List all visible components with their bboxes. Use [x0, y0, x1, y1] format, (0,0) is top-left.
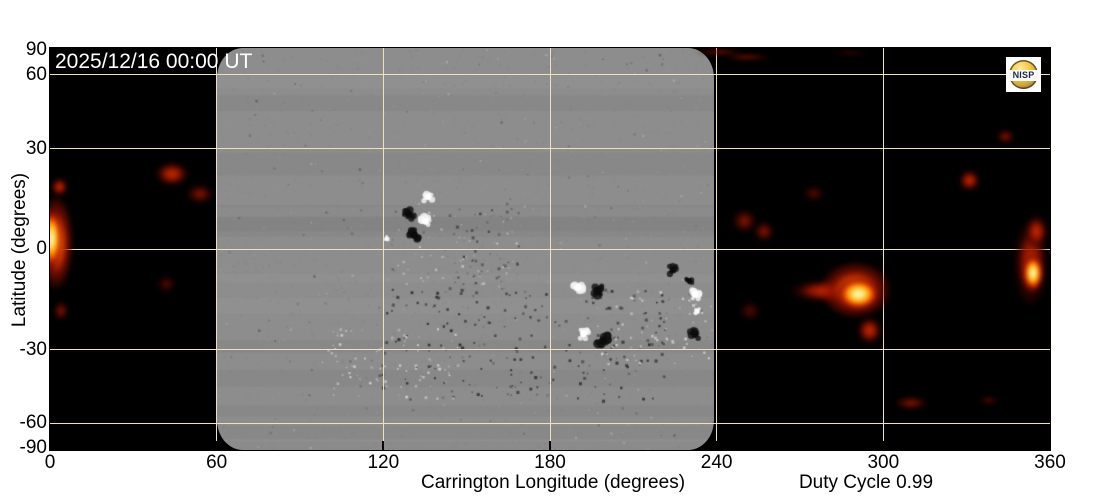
farside-activity-blob [979, 396, 999, 406]
farside-activity-layer [50, 48, 1050, 450]
y-tick-label: -60 [19, 412, 47, 434]
farside-activity-blob [802, 185, 825, 203]
farside-activity-blob [694, 49, 745, 55]
farside-activity-blob [894, 396, 928, 410]
x-tick-label: 360 [1034, 452, 1066, 473]
x-tick-label: 240 [700, 452, 733, 473]
grid-line-latitude [50, 148, 1050, 149]
x-tick-label: 120 [367, 452, 400, 473]
farside-activity-blob [186, 183, 214, 204]
grid-line-latitude [50, 74, 1050, 76]
plot-area: 2025/12/16 00:00 UT NISP [49, 47, 1051, 451]
farside-activity-blob [722, 54, 773, 60]
farside-activity-blob [995, 129, 1016, 144]
grid-line-latitude [50, 248, 1050, 250]
x-tick-mark [382, 441, 385, 450]
x-tick-label: 0 [44, 452, 56, 473]
farside-activity-blob [50, 176, 70, 197]
farside-activity-blob [1023, 214, 1049, 249]
farside-activity-blob [752, 221, 775, 242]
farside-activity-blob [738, 301, 762, 322]
nisp-sun-icon: NISP [1009, 60, 1038, 89]
farside-activity-blob [50, 207, 63, 270]
y-tick-label: -90 [19, 437, 47, 458]
x-tick-mark [549, 441, 551, 450]
farside-activity-blob [836, 276, 881, 312]
tick-mark-layer [50, 48, 1050, 450]
y-tick-label: 30 [25, 137, 47, 159]
grid-line-latitude [50, 422, 1050, 424]
grid-line-latitude [50, 349, 1050, 350]
y-tick-label: 60 [25, 63, 47, 85]
duty-cycle-label: Duty Cycle 0.99 [798, 472, 934, 493]
y-tick-label: -30 [19, 338, 47, 360]
y-axis-title: Latitude (degrees) [9, 172, 30, 328]
nisp-logo: NISP [1006, 57, 1041, 92]
grid-layer [50, 48, 1050, 450]
x-tick-label: 180 [534, 452, 566, 473]
date-label: 2025/12/16 00:00 UT [55, 50, 253, 73]
farside-activity-blob [156, 275, 177, 293]
farside-activity-blob [958, 168, 981, 192]
x-tick-mark [215, 441, 218, 450]
y-tick-label: 90 [25, 39, 47, 60]
x-tick-mark [715, 441, 718, 450]
x-tick-label: 300 [867, 452, 900, 473]
nisp-logo-text: NISP [1009, 69, 1038, 81]
x-tick-mark [882, 441, 885, 450]
x-tick-label: 60 [206, 452, 228, 473]
farside-activity-blob [52, 301, 70, 322]
farside-activity-blob [831, 51, 869, 56]
y-tick-label: 0 [36, 238, 47, 259]
farside-activity-blob [154, 160, 191, 187]
x-axis-title: Carrington Longitude (degrees) [420, 472, 686, 493]
farside-activity-blob [1022, 254, 1045, 293]
farside-activity-blob [855, 316, 884, 345]
